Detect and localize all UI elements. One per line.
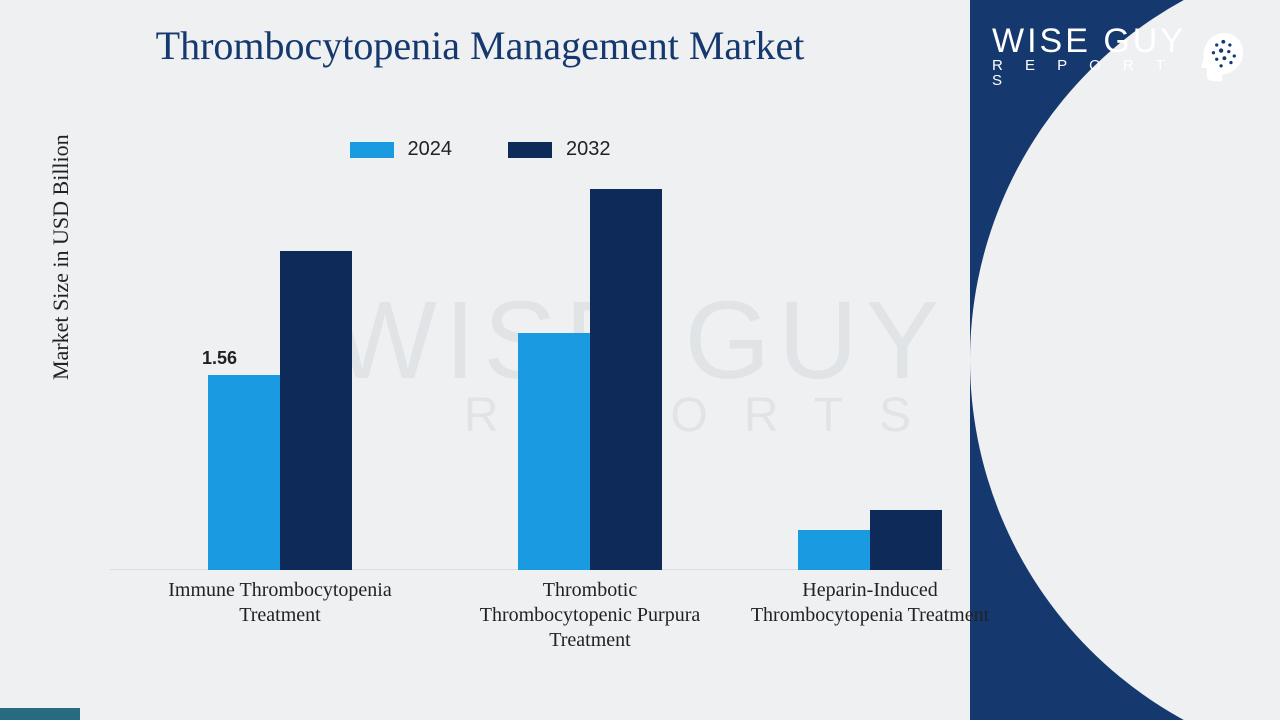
legend-swatch-2024 bbox=[350, 142, 394, 158]
legend-item-2024: 2024 bbox=[350, 138, 453, 161]
bar-1-2032 bbox=[590, 189, 662, 570]
chart-title: Thrombocytopenia Management Market bbox=[0, 22, 960, 69]
legend-item-2032: 2032 bbox=[508, 138, 611, 161]
legend-label-2024: 2024 bbox=[408, 138, 453, 161]
accent-bar bbox=[0, 708, 80, 720]
legend: 2024 2032 bbox=[0, 138, 960, 161]
x-label-2: Heparin-Induced Thrombocytopenia Treatme… bbox=[750, 578, 990, 628]
legend-swatch-2032 bbox=[508, 142, 552, 158]
bar-pair-0: 1.56 bbox=[208, 251, 352, 570]
brand-line1: WISE GUY bbox=[992, 22, 1186, 60]
x-label-1: Thrombotic Thrombocytopenic Purpura Trea… bbox=[470, 578, 710, 653]
x-label-0: Immune Thrombocytopenia Treatment bbox=[160, 578, 400, 628]
bar-2-2032 bbox=[870, 510, 942, 570]
legend-label-2032: 2032 bbox=[566, 138, 611, 161]
brand-line2: R E P O R T S bbox=[992, 58, 1187, 88]
bar-2-2024 bbox=[798, 530, 870, 570]
plot-area: 1.56 Immune Thrombocytopenia Treatment T… bbox=[110, 170, 950, 570]
brand-head-icon bbox=[1197, 26, 1252, 86]
bar-0-2032 bbox=[280, 251, 352, 570]
brand-logo: WISE GUY R E P O R T S bbox=[992, 24, 1252, 88]
bar-pair-2 bbox=[798, 510, 942, 570]
brand-text: WISE GUY R E P O R T S bbox=[992, 24, 1187, 88]
bar-1-2024 bbox=[518, 333, 590, 571]
bar-pair-1 bbox=[518, 189, 662, 570]
bar-0-2024: 1.56 bbox=[208, 375, 280, 570]
side-panel bbox=[970, 0, 1280, 720]
bar-value-label-0: 1.56 bbox=[202, 348, 237, 369]
side-panel-cut bbox=[970, 0, 1280, 720]
y-axis-label: Market Size in USD Billion bbox=[48, 134, 74, 380]
chart-canvas: WISE GUY REPORTS WISE GUY R E P O R T S … bbox=[0, 0, 1280, 720]
